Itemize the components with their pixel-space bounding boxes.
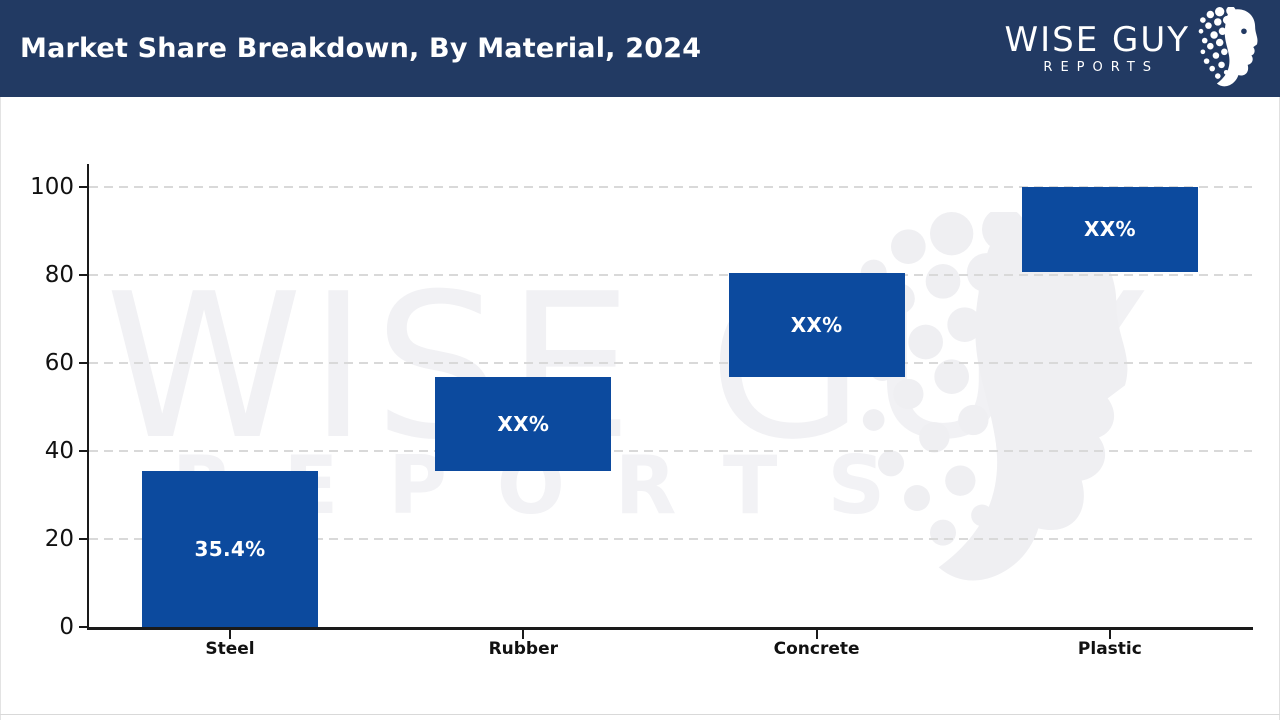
y-tick-mark [79, 450, 88, 452]
brand-wordmark: WISE GUY REPORTS [1004, 19, 1190, 76]
brand-subtitle: REPORTS [1043, 60, 1160, 76]
y-tick-label: 100 [30, 174, 74, 200]
x-category-label: Steel [205, 639, 255, 659]
bar-concrete: XX% [728, 272, 905, 378]
x-category-label: Concrete [773, 639, 860, 659]
y-tick-label: 60 [44, 350, 74, 376]
gridline-y-20 [89, 538, 1252, 540]
bar-value-label: XX% [1084, 217, 1136, 242]
gridline-y-100 [89, 186, 1252, 188]
face-dots-logo-icon [1198, 7, 1258, 87]
y-tick-mark [79, 274, 88, 276]
x-tick-mark [229, 630, 231, 639]
y-tick-label: 80 [44, 262, 74, 288]
brand-logo: WISE GUY REPORTS [1004, 6, 1266, 92]
y-tick-label: 20 [44, 526, 74, 552]
gridline-y-80 [89, 274, 1252, 276]
bar-value-label: XX% [790, 312, 843, 337]
x-axis-line [87, 627, 1253, 630]
brand-name: WISE GUY [1004, 19, 1190, 60]
x-category-label: Rubber [488, 639, 559, 659]
bar-value-label: XX% [497, 412, 550, 437]
y-tick-label: 0 [59, 614, 74, 640]
header-bar: Market Share Breakdown, By Material, 202… [0, 0, 1280, 97]
y-tick-mark [79, 362, 88, 364]
y-axis-line [87, 164, 89, 630]
bar-value-label: 35.4% [194, 537, 266, 562]
bar-steel: 35.4% [142, 471, 318, 627]
bar-rubber: XX% [435, 377, 612, 472]
y-tick-mark [79, 538, 88, 540]
gridline-y-40 [89, 450, 1252, 452]
x-category-label: Plastic [1077, 639, 1142, 659]
x-tick-mark [815, 630, 818, 639]
bar-plastic: XX% [1021, 187, 1198, 272]
x-tick-mark [1108, 630, 1111, 639]
y-tick-label: 40 [44, 438, 74, 464]
gridline-y-60 [89, 362, 1252, 364]
footer-divider [0, 714, 1280, 715]
y-tick-mark [79, 626, 88, 628]
x-tick-mark [522, 630, 525, 639]
y-tick-mark [79, 186, 88, 188]
page-title: Market Share Breakdown, By Material, 202… [20, 33, 702, 64]
